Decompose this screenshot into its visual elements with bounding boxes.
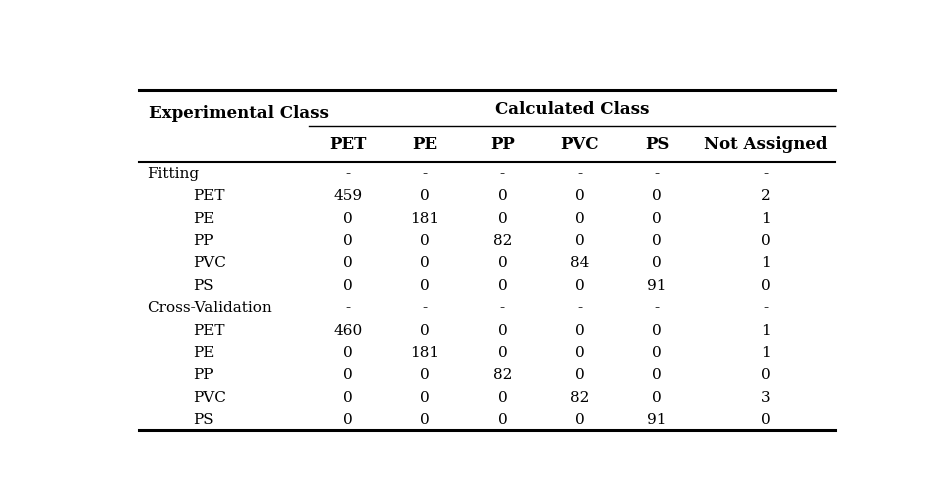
Text: -: -: [763, 166, 768, 180]
Text: 82: 82: [570, 390, 590, 404]
Text: 0: 0: [420, 256, 430, 270]
Text: 1: 1: [761, 256, 770, 270]
Text: -: -: [654, 301, 660, 315]
Text: 0: 0: [343, 412, 353, 426]
Text: 0: 0: [652, 233, 662, 247]
Text: 0: 0: [420, 189, 430, 203]
Text: 0: 0: [652, 368, 662, 382]
Text: 0: 0: [575, 368, 585, 382]
Text: 0: 0: [420, 278, 430, 292]
Text: PS: PS: [193, 412, 213, 426]
Text: PVC: PVC: [193, 390, 227, 404]
Text: PP: PP: [193, 368, 213, 382]
Text: 0: 0: [420, 412, 430, 426]
Text: 0: 0: [343, 233, 353, 247]
Text: 0: 0: [420, 390, 430, 404]
Text: Cross-Validation: Cross-Validation: [147, 301, 272, 315]
Text: 0: 0: [343, 368, 353, 382]
Text: 0: 0: [498, 345, 507, 359]
Text: 0: 0: [498, 211, 507, 225]
Text: -: -: [654, 166, 660, 180]
Text: 91: 91: [648, 412, 667, 426]
Text: 0: 0: [652, 256, 662, 270]
Text: 0: 0: [761, 233, 770, 247]
Text: PVC: PVC: [561, 136, 599, 153]
Text: PVC: PVC: [193, 256, 227, 270]
Text: 0: 0: [343, 211, 353, 225]
Text: 459: 459: [333, 189, 362, 203]
Text: 0: 0: [761, 412, 770, 426]
Text: PS: PS: [645, 136, 669, 153]
Text: 0: 0: [420, 323, 430, 337]
Text: 0: 0: [575, 189, 585, 203]
Text: 3: 3: [761, 390, 770, 404]
Text: 0: 0: [761, 368, 770, 382]
Text: 0: 0: [498, 412, 507, 426]
Text: 0: 0: [652, 323, 662, 337]
Text: 0: 0: [575, 233, 585, 247]
Text: PET: PET: [193, 189, 225, 203]
Text: 2: 2: [761, 189, 770, 203]
Text: 0: 0: [575, 345, 585, 359]
Text: 0: 0: [761, 278, 770, 292]
Text: 82: 82: [492, 233, 512, 247]
Text: 181: 181: [411, 211, 440, 225]
Text: PE: PE: [193, 345, 214, 359]
Text: 0: 0: [575, 412, 585, 426]
Text: Calculated Class: Calculated Class: [495, 100, 650, 117]
Text: -: -: [578, 166, 582, 180]
Text: 0: 0: [575, 323, 585, 337]
Text: 0: 0: [420, 233, 430, 247]
Text: 460: 460: [333, 323, 362, 337]
Text: -: -: [422, 166, 428, 180]
Text: 0: 0: [652, 345, 662, 359]
Text: 0: 0: [343, 256, 353, 270]
Text: 0: 0: [652, 189, 662, 203]
Text: 1: 1: [761, 345, 770, 359]
Text: 1: 1: [761, 323, 770, 337]
Text: PS: PS: [193, 278, 213, 292]
Text: Fitting: Fitting: [147, 166, 199, 180]
Text: 0: 0: [343, 390, 353, 404]
Text: -: -: [763, 301, 768, 315]
Text: 84: 84: [570, 256, 590, 270]
Text: PET: PET: [193, 323, 225, 337]
Text: 0: 0: [652, 211, 662, 225]
Text: 0: 0: [343, 345, 353, 359]
Text: -: -: [345, 166, 350, 180]
Text: 0: 0: [343, 278, 353, 292]
Text: -: -: [500, 301, 505, 315]
Text: PP: PP: [490, 136, 515, 153]
Text: 0: 0: [498, 256, 507, 270]
Text: Not Assigned: Not Assigned: [704, 136, 827, 153]
Text: Experimental Class: Experimental Class: [149, 105, 329, 122]
Text: PP: PP: [193, 233, 213, 247]
Text: 0: 0: [498, 390, 507, 404]
Text: 0: 0: [498, 278, 507, 292]
Text: 1: 1: [761, 211, 770, 225]
Text: 0: 0: [575, 278, 585, 292]
Text: 181: 181: [411, 345, 440, 359]
Text: 0: 0: [498, 323, 507, 337]
Text: -: -: [500, 166, 505, 180]
Text: -: -: [345, 301, 350, 315]
Text: 0: 0: [420, 368, 430, 382]
Text: 0: 0: [652, 390, 662, 404]
Text: PE: PE: [413, 136, 438, 153]
Text: 82: 82: [492, 368, 512, 382]
Text: PET: PET: [329, 136, 366, 153]
Text: PE: PE: [193, 211, 214, 225]
Text: 0: 0: [575, 211, 585, 225]
Text: 91: 91: [648, 278, 667, 292]
Text: -: -: [578, 301, 582, 315]
Text: 0: 0: [498, 189, 507, 203]
Text: -: -: [422, 301, 428, 315]
